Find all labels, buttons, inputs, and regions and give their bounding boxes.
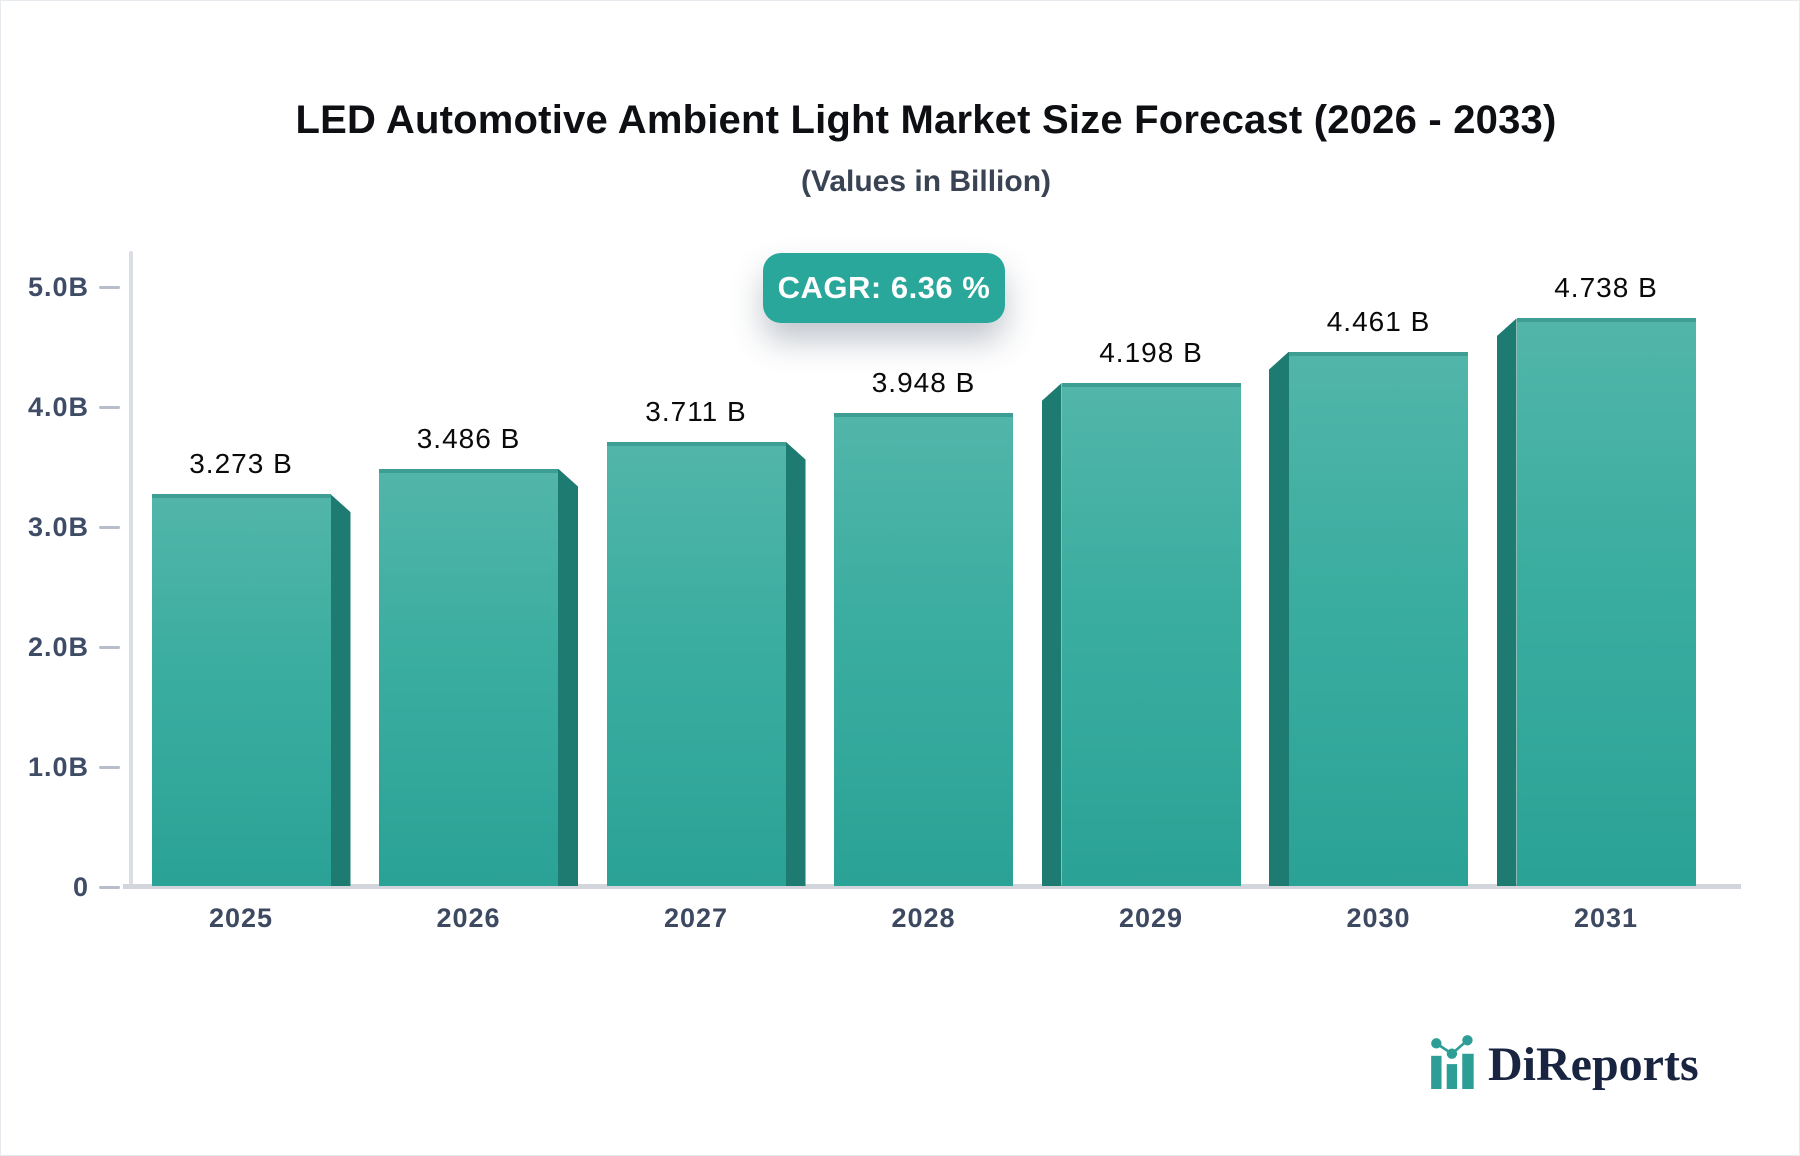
bar bbox=[151, 494, 331, 886]
y-axis-tick-label: 3.0B bbox=[27, 511, 89, 542]
bar bbox=[606, 441, 786, 886]
x-axis-category-label: 2029 bbox=[1118, 903, 1184, 933]
bar-side-face bbox=[558, 468, 578, 886]
bar bbox=[834, 413, 1013, 886]
x-axis-category-label: 2031 bbox=[1573, 903, 1639, 933]
bar-side-face bbox=[330, 494, 351, 886]
chart-title: LED Automotive Ambient Light Market Size… bbox=[295, 98, 1557, 142]
y-axis-tick-mark bbox=[99, 886, 120, 889]
bar-value-label: 3.711 B bbox=[645, 395, 747, 427]
y-axis-tick-mark bbox=[99, 526, 120, 529]
bar bbox=[1061, 383, 1241, 886]
bar bbox=[379, 468, 558, 886]
x-axis-category-label: 2025 bbox=[208, 903, 274, 933]
brand-watermark: DiReports bbox=[1429, 1033, 1699, 1089]
bar-side-face bbox=[1269, 351, 1289, 886]
cagr-badge: CAGR: 6.36 % bbox=[763, 253, 1005, 323]
y-axis-tick-label: 2.0B bbox=[27, 631, 89, 662]
bar-value-label: 4.198 B bbox=[1099, 337, 1203, 369]
chart-header: LED Automotive Ambient Light Market Size… bbox=[26, 1, 1799, 199]
y-axis-tick-mark bbox=[99, 286, 120, 289]
x-axis-category-label: 2026 bbox=[436, 903, 501, 933]
bar bbox=[1516, 318, 1696, 886]
bar-side-face bbox=[1041, 383, 1062, 886]
chart-subtitle: (Values in Billion) bbox=[800, 165, 1052, 198]
y-axis-tick-label: 5.0B bbox=[27, 271, 89, 302]
bar bbox=[1289, 351, 1468, 886]
y-axis-line bbox=[129, 251, 133, 887]
x-axis-category-label: 2030 bbox=[1346, 903, 1411, 933]
y-axis-tick-label: 4.0B bbox=[27, 391, 89, 422]
bar-value-label: 3.486 B bbox=[416, 422, 521, 454]
brand-name: DiReports bbox=[1488, 1038, 1699, 1091]
bar-value-label: 4.461 B bbox=[1326, 305, 1431, 337]
bar-side-face bbox=[785, 441, 806, 886]
y-axis-tick-mark bbox=[99, 766, 120, 769]
y-axis-tick-label: 1.0B bbox=[27, 751, 89, 782]
x-axis-category-label: 2028 bbox=[891, 903, 956, 933]
bar-value-label: 3.948 B bbox=[871, 367, 976, 399]
bar-side-face bbox=[1496, 318, 1517, 886]
x-axis-line bbox=[123, 884, 1741, 889]
y-axis-tick-mark bbox=[99, 406, 120, 409]
bar-value-label: 3.273 B bbox=[189, 448, 293, 480]
x-axis-category-label: 2027 bbox=[663, 903, 729, 933]
mini-bar-line-chart-icon bbox=[1431, 1035, 1474, 1089]
bar-value-label: 4.738 B bbox=[1554, 272, 1658, 304]
y-axis-tick-mark bbox=[99, 646, 120, 649]
y-axis-tick-label: 0 bbox=[72, 871, 89, 902]
